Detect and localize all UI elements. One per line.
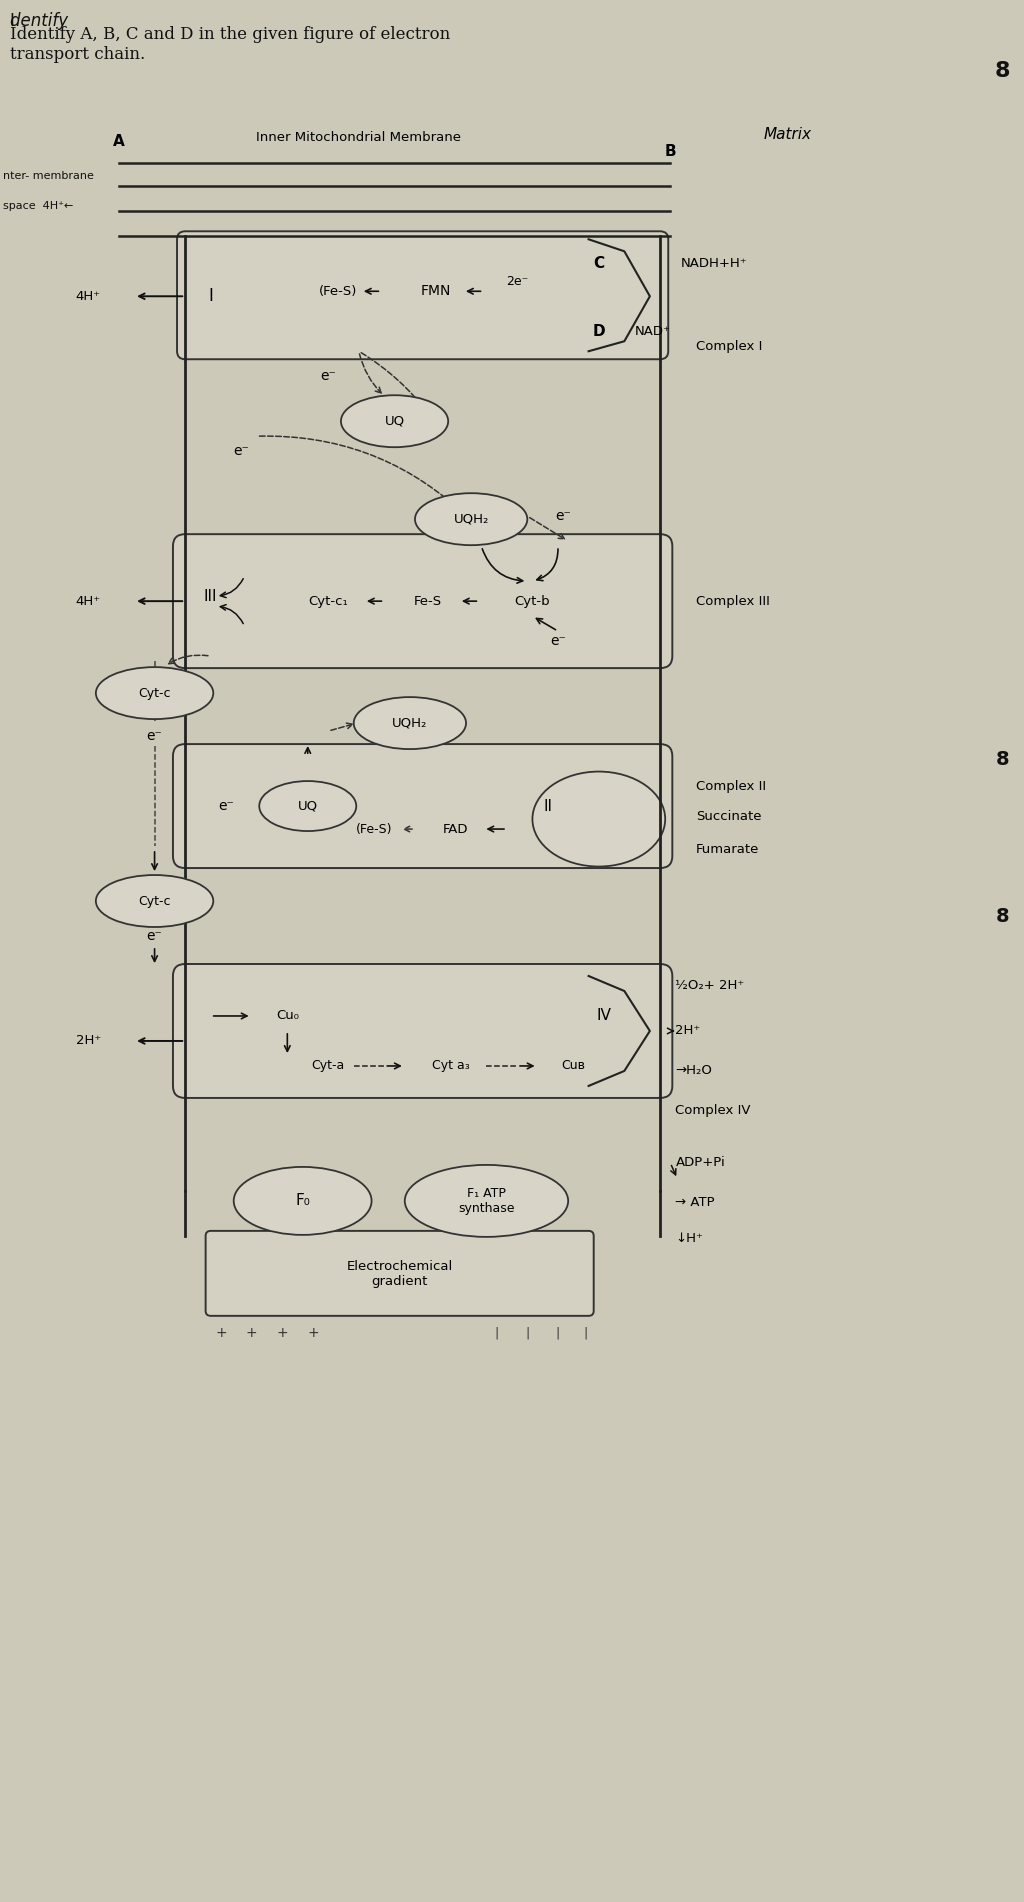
- Text: NAD⁺: NAD⁺: [635, 325, 671, 339]
- Text: I: I: [208, 287, 213, 304]
- Text: |: |: [525, 1326, 529, 1339]
- Text: UQ: UQ: [298, 799, 317, 812]
- Text: ↓H⁺: ↓H⁺: [676, 1232, 703, 1246]
- Text: 8: 8: [995, 749, 1009, 768]
- Text: ½O₂+ 2H⁺: ½O₂+ 2H⁺: [676, 980, 744, 993]
- Text: FAD: FAD: [443, 822, 469, 835]
- Text: |: |: [556, 1326, 560, 1339]
- Text: UQH₂: UQH₂: [392, 717, 428, 730]
- Text: |: |: [584, 1326, 588, 1339]
- FancyBboxPatch shape: [173, 744, 673, 867]
- Ellipse shape: [532, 772, 666, 867]
- FancyBboxPatch shape: [206, 1231, 594, 1316]
- Text: 2H⁺: 2H⁺: [76, 1035, 100, 1048]
- Text: Identify A, B, C and D in the given figure of electron
transport chain.: Identify A, B, C and D in the given figu…: [9, 27, 450, 63]
- Text: NADH+H⁺: NADH+H⁺: [681, 257, 748, 270]
- Text: Cyt-c: Cyt-c: [138, 894, 171, 907]
- Text: D: D: [593, 323, 605, 339]
- Text: +: +: [307, 1326, 318, 1339]
- Text: e⁻: e⁻: [321, 369, 336, 382]
- Text: F₁ ATP
synthase: F₁ ATP synthase: [458, 1187, 515, 1215]
- Text: (Fe-S): (Fe-S): [319, 285, 357, 299]
- Text: e⁻: e⁻: [146, 728, 163, 744]
- Text: Fe-S: Fe-S: [414, 595, 442, 607]
- Text: I: I: [9, 13, 14, 30]
- Text: Cyt a₃: Cyt a₃: [432, 1059, 470, 1073]
- Text: +: +: [246, 1326, 257, 1339]
- Text: A: A: [113, 135, 125, 150]
- Text: Fumarate: Fumarate: [696, 843, 759, 856]
- Text: UQH₂: UQH₂: [454, 514, 488, 525]
- Text: →H₂O: →H₂O: [676, 1065, 713, 1077]
- Ellipse shape: [259, 782, 356, 831]
- Text: III: III: [204, 588, 217, 603]
- Text: Succinate: Succinate: [696, 810, 761, 822]
- Text: FMN: FMN: [420, 283, 451, 299]
- FancyBboxPatch shape: [173, 964, 673, 1097]
- Text: e⁻: e⁻: [233, 445, 249, 458]
- Text: Cyt-c₁: Cyt-c₁: [308, 595, 348, 607]
- Text: II: II: [544, 799, 552, 814]
- Text: 4H⁺: 4H⁺: [76, 595, 100, 607]
- Text: +: +: [215, 1326, 226, 1339]
- Text: e⁻: e⁻: [550, 633, 566, 649]
- Text: space  4H⁺←: space 4H⁺←: [3, 202, 74, 211]
- Text: B: B: [665, 145, 676, 160]
- Text: ADP+Pi: ADP+Pi: [676, 1156, 725, 1170]
- Ellipse shape: [96, 668, 213, 719]
- FancyBboxPatch shape: [177, 232, 669, 359]
- Ellipse shape: [341, 396, 449, 447]
- Text: 8: 8: [994, 61, 1010, 82]
- Text: IV: IV: [596, 1008, 611, 1023]
- Text: Cyt-c: Cyt-c: [138, 687, 171, 700]
- Ellipse shape: [404, 1164, 568, 1236]
- Text: 8: 8: [995, 907, 1009, 926]
- Text: e⁻: e⁻: [555, 510, 571, 523]
- Text: dentify: dentify: [9, 13, 73, 30]
- Text: Inner Mitochondrial Membrane: Inner Mitochondrial Membrane: [256, 131, 462, 145]
- Text: nter- membrane: nter- membrane: [3, 171, 94, 181]
- Text: (Fe-S): (Fe-S): [356, 822, 392, 835]
- Text: Cu₀: Cu₀: [275, 1010, 299, 1023]
- Text: C: C: [593, 255, 604, 270]
- Text: Complex IV: Complex IV: [676, 1105, 751, 1118]
- Ellipse shape: [353, 698, 466, 749]
- Text: 2e⁻: 2e⁻: [506, 274, 528, 287]
- Text: e⁻: e⁻: [218, 799, 234, 812]
- FancyBboxPatch shape: [173, 534, 673, 668]
- Text: 2H⁺: 2H⁺: [676, 1025, 700, 1037]
- Ellipse shape: [233, 1168, 372, 1234]
- Text: Complex III: Complex III: [696, 595, 770, 607]
- Text: Cyt-a: Cyt-a: [311, 1059, 345, 1073]
- Text: Electrochemical
gradient: Electrochemical gradient: [346, 1259, 453, 1288]
- Text: Cyt-b: Cyt-b: [515, 595, 550, 607]
- Text: Cuв: Cuв: [561, 1059, 586, 1073]
- Text: +: +: [276, 1326, 288, 1339]
- Text: Matrix: Matrix: [764, 127, 812, 143]
- Text: e⁻: e⁻: [146, 928, 163, 943]
- Text: Complex II: Complex II: [696, 780, 766, 793]
- Text: |: |: [495, 1326, 499, 1339]
- Text: F₀: F₀: [295, 1193, 310, 1208]
- Ellipse shape: [96, 875, 213, 926]
- Ellipse shape: [415, 493, 527, 546]
- Text: 4H⁺: 4H⁺: [76, 289, 100, 302]
- Text: Complex I: Complex I: [696, 340, 762, 352]
- Text: → ATP: → ATP: [676, 1196, 715, 1210]
- Text: UQ: UQ: [384, 415, 404, 428]
